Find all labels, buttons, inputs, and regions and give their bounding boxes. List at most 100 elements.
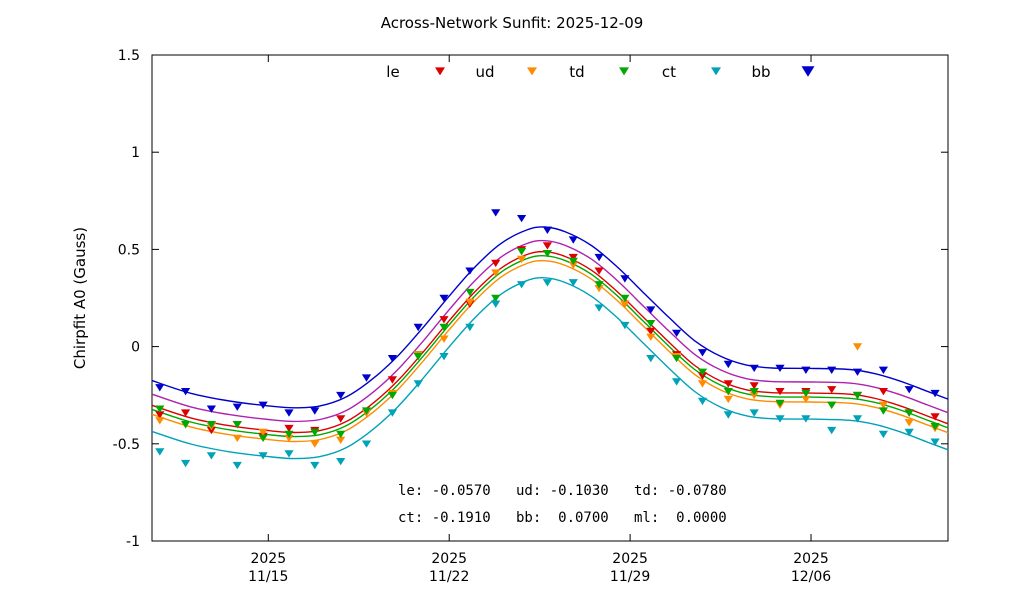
point-ud xyxy=(749,391,759,400)
point-le xyxy=(491,259,501,268)
point-le xyxy=(930,413,940,421)
point-le xyxy=(594,267,604,275)
point-bb xyxy=(646,306,656,314)
point-td xyxy=(697,368,708,376)
point-bb xyxy=(723,360,733,369)
point-td xyxy=(465,288,475,297)
point-bb xyxy=(232,403,242,411)
point-ud xyxy=(568,261,578,269)
point-td xyxy=(723,388,733,396)
point-le xyxy=(155,411,165,419)
point-td xyxy=(594,281,604,289)
y-tick-label: 0.5 xyxy=(118,242,140,258)
point-ud xyxy=(594,285,604,293)
data-points xyxy=(155,209,940,470)
point-bb xyxy=(155,384,165,392)
point-td xyxy=(904,409,914,417)
point-ud xyxy=(439,335,449,343)
point-ct xyxy=(594,304,604,312)
point-ct xyxy=(878,430,888,439)
point-td xyxy=(439,323,449,332)
point-td xyxy=(336,430,346,439)
point-ud xyxy=(723,395,733,404)
point-le xyxy=(878,388,888,396)
point-bb xyxy=(930,389,940,398)
fit-offsets-line1: le: -0.0570 ud: -0.1030 td: -0.0780 xyxy=(398,483,727,499)
point-bb xyxy=(568,236,578,244)
y-tick-label: 0 xyxy=(131,340,140,356)
point-ud xyxy=(284,434,294,442)
point-td xyxy=(517,248,527,256)
point-td xyxy=(878,407,888,415)
point-ct xyxy=(646,355,656,363)
point-ct xyxy=(568,279,578,287)
x-tick-date: 11/15 xyxy=(248,569,288,585)
axes: -1 -0.5 0 0.5 1 1.5 2025 11/15 2025 11/22 2025 11/2… xyxy=(113,48,949,585)
point-ct xyxy=(206,452,216,460)
y-axis-label: Chirpfit A0 (Gauss) xyxy=(71,226,89,370)
point-ct xyxy=(439,353,449,361)
point-ct xyxy=(465,323,475,332)
point-ct xyxy=(517,281,527,289)
point-td xyxy=(672,355,682,363)
point-td xyxy=(232,421,242,429)
x-tick-date: 12/06 xyxy=(791,569,831,585)
point-bb xyxy=(413,323,423,332)
point-bb xyxy=(749,364,759,372)
point-le xyxy=(646,327,656,336)
point-ct xyxy=(697,397,708,406)
point-bb xyxy=(258,401,268,409)
point-le xyxy=(181,409,191,417)
point-td xyxy=(775,399,785,407)
point-bb xyxy=(491,209,501,217)
legend-marker-bb-icon xyxy=(801,66,815,77)
point-bb xyxy=(439,294,449,302)
fit-offsets-line2: ct: -0.1910 bb: 0.0700 ml: 0.0000 xyxy=(398,510,727,526)
point-ct xyxy=(827,426,837,435)
point-td xyxy=(155,405,165,413)
point-bb xyxy=(181,388,191,396)
point-td xyxy=(827,401,837,409)
point-ct xyxy=(284,450,294,458)
y-tick-label: 1 xyxy=(131,145,140,161)
point-td xyxy=(852,391,863,400)
point-ud xyxy=(465,298,475,306)
point-bb xyxy=(336,391,346,400)
x-tick-date: 11/22 xyxy=(429,569,469,585)
legend-label-td: td xyxy=(569,63,584,81)
point-bb xyxy=(206,405,216,413)
point-td xyxy=(206,421,216,429)
x-tick-year: 2025 xyxy=(793,551,829,567)
point-bb xyxy=(310,407,320,415)
point-td xyxy=(620,294,630,302)
point-ud xyxy=(517,255,527,264)
legend-label-ct: ct xyxy=(662,63,676,81)
fit-curves xyxy=(151,226,949,460)
point-ct xyxy=(232,461,242,470)
legend-label-ud: ud xyxy=(475,63,494,81)
point-bb xyxy=(542,226,552,234)
legend-marker-td-icon xyxy=(619,67,629,76)
chart-title: Across-Network Sunfit: 2025-12-09 xyxy=(380,14,644,32)
point-ct xyxy=(336,458,346,466)
fit-curve-td xyxy=(151,255,949,438)
point-ct xyxy=(181,459,191,468)
point-td xyxy=(387,391,397,400)
point-bb xyxy=(361,374,372,382)
legend-label-le: le xyxy=(386,63,399,81)
point-ct xyxy=(491,300,501,308)
y-tick-label: -1 xyxy=(126,534,140,550)
point-bb xyxy=(852,368,863,376)
point-le xyxy=(697,372,708,380)
point-ct xyxy=(155,448,165,456)
point-ud xyxy=(878,401,888,409)
point-le xyxy=(568,253,578,262)
point-td xyxy=(413,353,423,361)
point-bb xyxy=(387,355,397,363)
point-ct xyxy=(310,461,320,470)
point-bb xyxy=(801,366,811,374)
fit-curve-ct xyxy=(151,277,949,460)
fit-curve-ml xyxy=(151,239,949,423)
